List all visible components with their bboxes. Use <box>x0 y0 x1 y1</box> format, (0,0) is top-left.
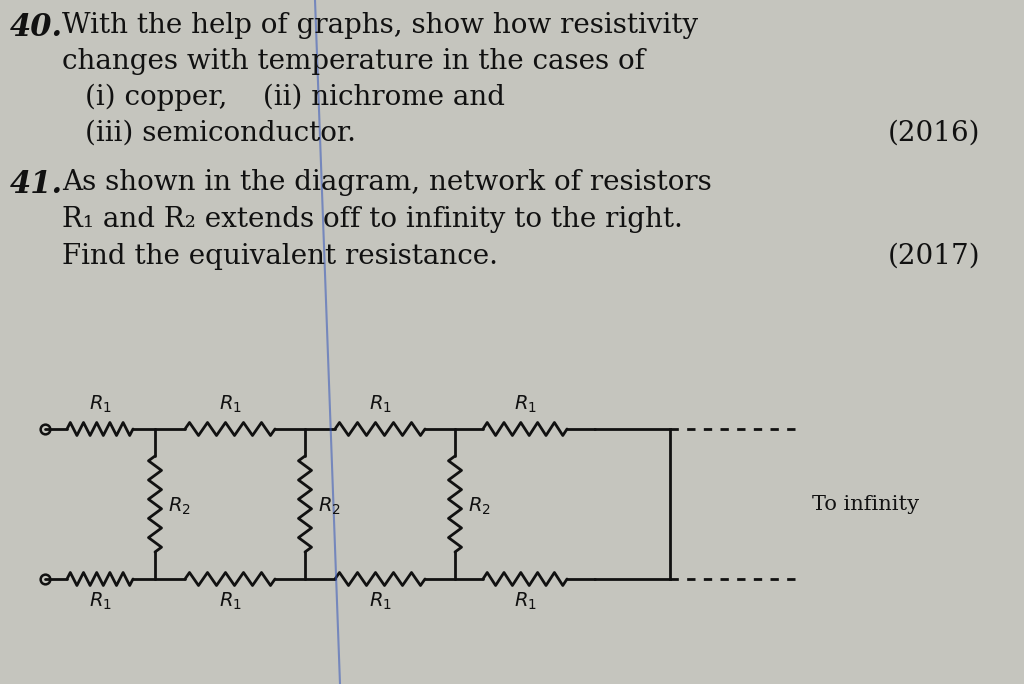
Text: $R_1$: $R_1$ <box>88 591 112 612</box>
Text: $R_1$: $R_1$ <box>514 591 537 612</box>
Text: Find the equivalent resistance.: Find the equivalent resistance. <box>62 243 498 270</box>
Text: $R_1$: $R_1$ <box>88 394 112 415</box>
Text: $R_2$: $R_2$ <box>168 495 190 516</box>
Text: $R_1$: $R_1$ <box>218 394 242 415</box>
Text: With the help of graphs, show how resistivity: With the help of graphs, show how resist… <box>62 12 698 39</box>
Text: (2016): (2016) <box>888 120 980 147</box>
Text: $R_1$: $R_1$ <box>218 591 242 612</box>
Text: As shown in the diagram, network of resistors: As shown in the diagram, network of resi… <box>62 169 712 196</box>
Text: (2017): (2017) <box>888 243 980 270</box>
Text: (i) copper,    (ii) nichrome and: (i) copper, (ii) nichrome and <box>85 84 505 111</box>
Text: R₁ and R₂ extends off to infinity to the right.: R₁ and R₂ extends off to infinity to the… <box>62 206 683 233</box>
Text: $R_1$: $R_1$ <box>369 394 391 415</box>
Text: $R_2$: $R_2$ <box>468 495 490 516</box>
Text: (iii) semiconductor.: (iii) semiconductor. <box>85 120 356 147</box>
Text: To infinity: To infinity <box>812 495 920 514</box>
Text: 41.: 41. <box>10 169 63 200</box>
Text: $R_1$: $R_1$ <box>514 394 537 415</box>
Text: changes with temperature in the cases of: changes with temperature in the cases of <box>62 48 645 75</box>
Text: $R_1$: $R_1$ <box>369 591 391 612</box>
Text: $R_2$: $R_2$ <box>318 495 341 516</box>
Text: 40.: 40. <box>10 12 63 43</box>
